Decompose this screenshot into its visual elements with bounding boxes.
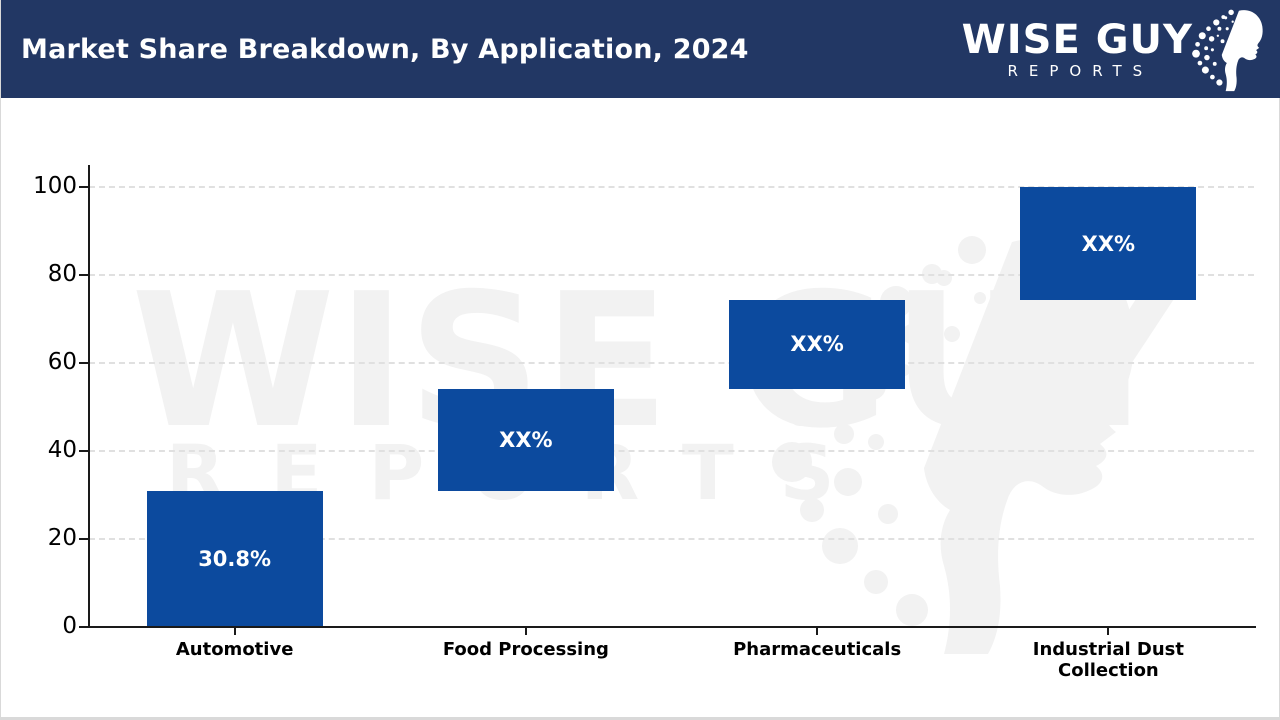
bar-industrial-dust-collection: XX% — [1020, 187, 1197, 301]
gridline-40 — [89, 450, 1254, 452]
y-tick-mark-40 — [79, 450, 88, 452]
gridline-60 — [89, 362, 1254, 364]
bar-value-label: XX% — [790, 332, 844, 357]
x-category-label-2: Pharmaceuticals — [733, 639, 902, 660]
y-tick-mark-0 — [79, 626, 88, 628]
chart-title: Market Share Breakdown, By Application, … — [21, 33, 749, 65]
wiseguy-logo: WISE GUY REPORTS — [962, 6, 1267, 92]
x-category-label-3: Industrial Dust Collection — [1032, 639, 1184, 681]
bar-pharmaceuticals: XX% — [729, 300, 906, 389]
header-bar: Market Share Breakdown, By Application, … — [1, 0, 1280, 98]
bar-food-processing: XX% — [437, 388, 614, 492]
bar-value-label: XX% — [1081, 231, 1136, 256]
x-tick-mark-0 — [233, 628, 236, 635]
y-tick-mark-100 — [79, 186, 88, 188]
y-tick-label-0: 0 — [62, 613, 77, 639]
y-tick-label-100: 100 — [33, 173, 77, 199]
y-tick-label-40: 40 — [47, 437, 77, 463]
y-tick-mark-20 — [79, 538, 88, 540]
y-tick-label-80: 80 — [47, 261, 77, 287]
y-axis-line — [88, 165, 90, 627]
y-tick-mark-60 — [79, 362, 88, 364]
y-tick-label-60: 60 — [47, 349, 77, 375]
gridline-20 — [89, 538, 1254, 540]
bar-value-label: 30.8% — [198, 547, 272, 572]
bar-automotive: 30.8% — [146, 491, 323, 627]
x-tick-mark-3 — [1107, 628, 1110, 635]
gridline-80 — [89, 274, 1254, 276]
y-tick-label-20: 20 — [47, 525, 77, 551]
wiseguy-head-icon — [1189, 6, 1267, 92]
logo-text: WISE GUY REPORTS — [962, 20, 1193, 79]
bar-value-label: XX% — [499, 428, 553, 452]
x-axis-line — [88, 626, 1256, 628]
x-tick-mark-2 — [816, 628, 819, 635]
x-category-label-1: Food Processing — [442, 639, 609, 660]
plot-area: 30.8% XX% XX% XX% — [89, 186, 1254, 628]
x-category-label-0: Automotive — [175, 639, 294, 660]
logo-subtitle: REPORTS — [1007, 61, 1154, 80]
logo-wordmark: WISE GUY — [961, 16, 1193, 63]
x-tick-mark-1 — [524, 628, 527, 635]
y-tick-mark-80 — [79, 274, 88, 276]
gridline-100 — [89, 186, 1254, 188]
